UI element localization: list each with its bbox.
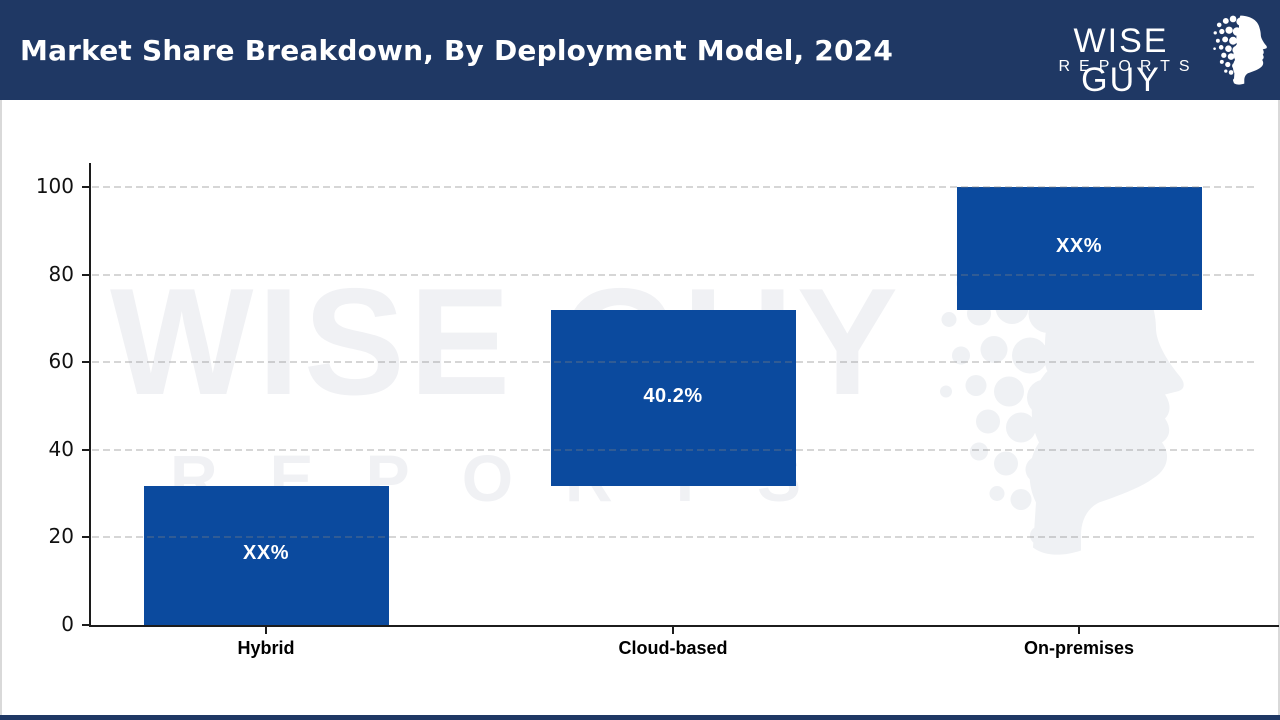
x-tick-mark	[265, 627, 267, 634]
x-tick-label-cloud-based: Cloud-based	[618, 638, 728, 658]
gridline	[92, 448, 1255, 451]
gridline	[92, 536, 1255, 539]
footer-band	[0, 715, 1280, 720]
y-tick-label: 20	[48, 524, 74, 549]
gridline	[92, 361, 1255, 364]
y-tick-label: 40	[48, 436, 74, 461]
y-tick-mark	[82, 536, 90, 539]
y-tick-label: 0	[61, 612, 74, 636]
y-tick-mark	[82, 624, 90, 626]
x-tick-label-hybrid: Hybrid	[237, 638, 295, 658]
y-tick-mark	[82, 448, 90, 451]
header-band: Market Share Breakdown, By Deployment Mo…	[0, 0, 1280, 100]
y-tick-mark	[82, 186, 90, 188]
gridline	[92, 273, 1255, 276]
bar-value-label: 40.2%	[643, 384, 703, 407]
plot-region: XX% 40.2% XX% 0 20 40 60 80 100 Hybrid Cloud-based…	[2, 100, 1279, 715]
page-title: Market Share Breakdown, By Deployment Mo…	[20, 33, 894, 67]
wiseguy-logo: WISE GUY REPORTS	[1032, 0, 1272, 100]
y-tick-label: 100	[35, 174, 74, 198]
y-tick-mark	[82, 273, 90, 276]
x-axis-spine	[89, 625, 1279, 627]
y-axis-spine	[89, 163, 91, 625]
bar-value-label: XX%	[1056, 235, 1102, 258]
y-tick-mark	[82, 361, 90, 364]
chart-area: WISE GUY REPORTS	[0, 100, 1280, 715]
y-tick-label: 80	[48, 261, 74, 286]
logo-wordmark: WISE GUY	[1073, 22, 1169, 99]
logo-subtext: REPORTS	[1058, 58, 1199, 75]
wiseguy-face-icon	[1213, 15, 1267, 85]
bar-cloud-based	[550, 309, 796, 486]
gridline	[92, 186, 1255, 188]
bar-value-label: XX%	[243, 542, 289, 565]
bar-hybrid	[143, 485, 389, 625]
y-tick-label: 60	[48, 349, 74, 374]
x-tick-label-on-premises: On-premises	[1023, 638, 1135, 658]
x-tick-mark	[1078, 627, 1080, 634]
x-tick-mark	[672, 627, 674, 634]
